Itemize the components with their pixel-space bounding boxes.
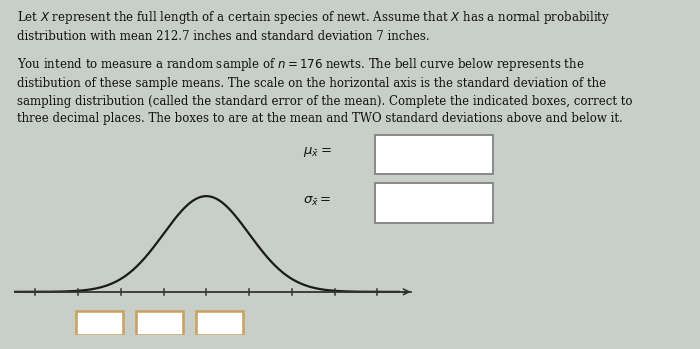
Text: You intend to measure a random sample of $n = 176$ newts. The bell curve below r: You intend to measure a random sample of… [18,56,633,125]
Text: $\mu_{\bar{x}} =$: $\mu_{\bar{x}} =$ [303,145,332,159]
Text: $\sigma_{\bar{x}} =$: $\sigma_{\bar{x}} =$ [303,194,331,208]
FancyBboxPatch shape [136,311,183,335]
Text: Let $X$ represent the full length of a certain species of newt. Assume that $X$ : Let $X$ represent the full length of a c… [18,9,610,43]
FancyBboxPatch shape [76,311,123,335]
FancyBboxPatch shape [375,184,493,223]
FancyBboxPatch shape [375,135,493,174]
FancyBboxPatch shape [195,311,243,335]
